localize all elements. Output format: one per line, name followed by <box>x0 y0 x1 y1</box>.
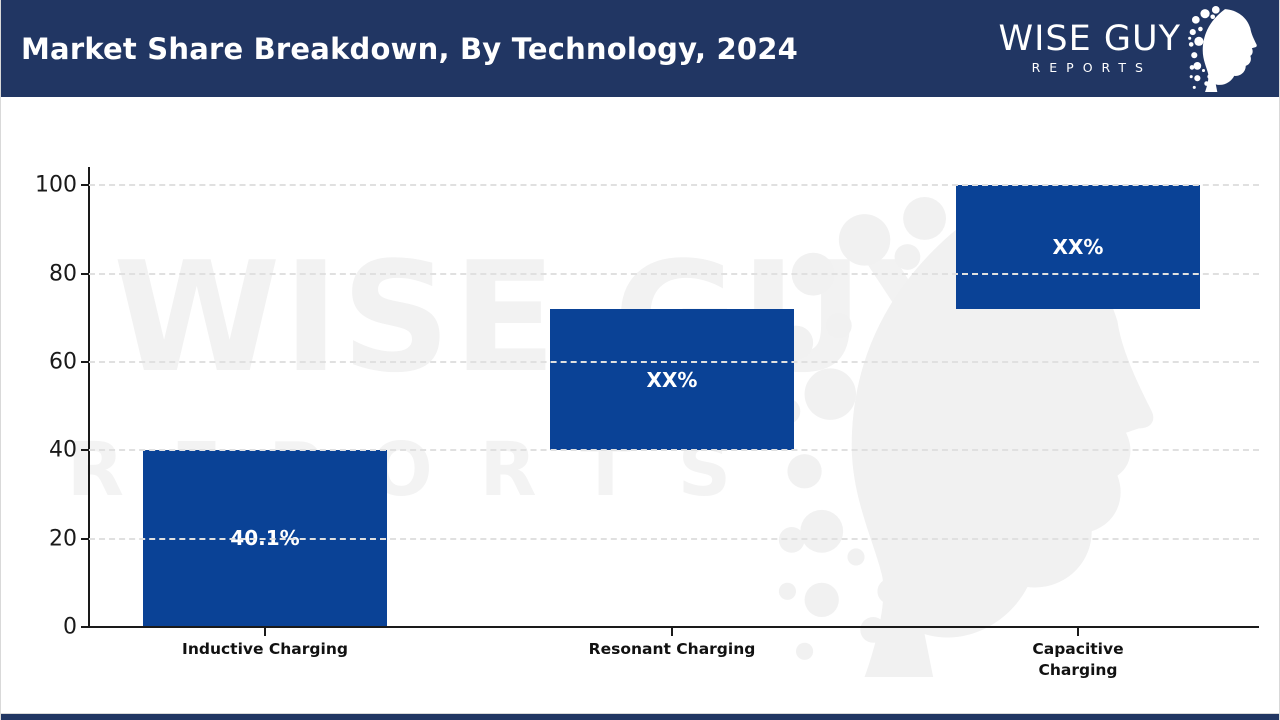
y-tick-label: 100 <box>35 172 77 198</box>
bar-value-label: XX% <box>646 367 698 392</box>
brand-logo: WISE GUY REPORTS <box>998 6 1265 92</box>
x-tick-mark <box>1077 628 1079 636</box>
category-label: Capacitive Charging <box>1032 640 1124 679</box>
bar-3: XX% <box>956 185 1200 310</box>
gridline <box>89 449 1259 452</box>
y-tick-mark <box>81 272 89 275</box>
brand-text: WISE GUY REPORTS <box>998 22 1181 75</box>
category-label: Inductive Charging <box>182 640 348 658</box>
category-label: Resonant Charging <box>588 640 756 658</box>
gridline <box>89 361 1259 364</box>
x-tick-mark <box>264 628 266 636</box>
gridline <box>89 184 1259 187</box>
page-title: Market Share Breakdown, By Technology, 2… <box>21 31 799 66</box>
y-tick-label: 0 <box>63 614 77 640</box>
x-axis-line <box>88 626 1259 628</box>
bar-value-label: XX% <box>1052 235 1104 260</box>
brand-subtitle: REPORTS <box>1031 60 1152 76</box>
header-banner: Market Share Breakdown, By Technology, 2… <box>1 0 1279 97</box>
gridline <box>89 272 1259 275</box>
chart-area: WISE GUY REPORTS 0 20 40 60 80 100 40.1% XX% XX… <box>1 97 1279 714</box>
y-tick-mark <box>81 184 89 187</box>
x-tick-mark <box>671 628 673 636</box>
brand-head-icon <box>1185 6 1265 92</box>
y-tick-mark <box>81 361 89 364</box>
y-tick-mark <box>81 537 89 540</box>
bar-2: XX% <box>550 309 794 451</box>
y-tick-label: 60 <box>49 349 77 375</box>
gridline <box>89 537 1259 540</box>
y-tick-label: 40 <box>49 437 77 463</box>
y-tick-mark <box>81 626 89 628</box>
y-tick-label: 20 <box>49 526 77 552</box>
brand-name: WISE GUY <box>998 19 1181 60</box>
y-axis-line <box>88 167 90 628</box>
footer-bar <box>1 713 1279 720</box>
y-tick-mark <box>81 449 89 452</box>
y-tick-label: 80 <box>49 261 77 287</box>
